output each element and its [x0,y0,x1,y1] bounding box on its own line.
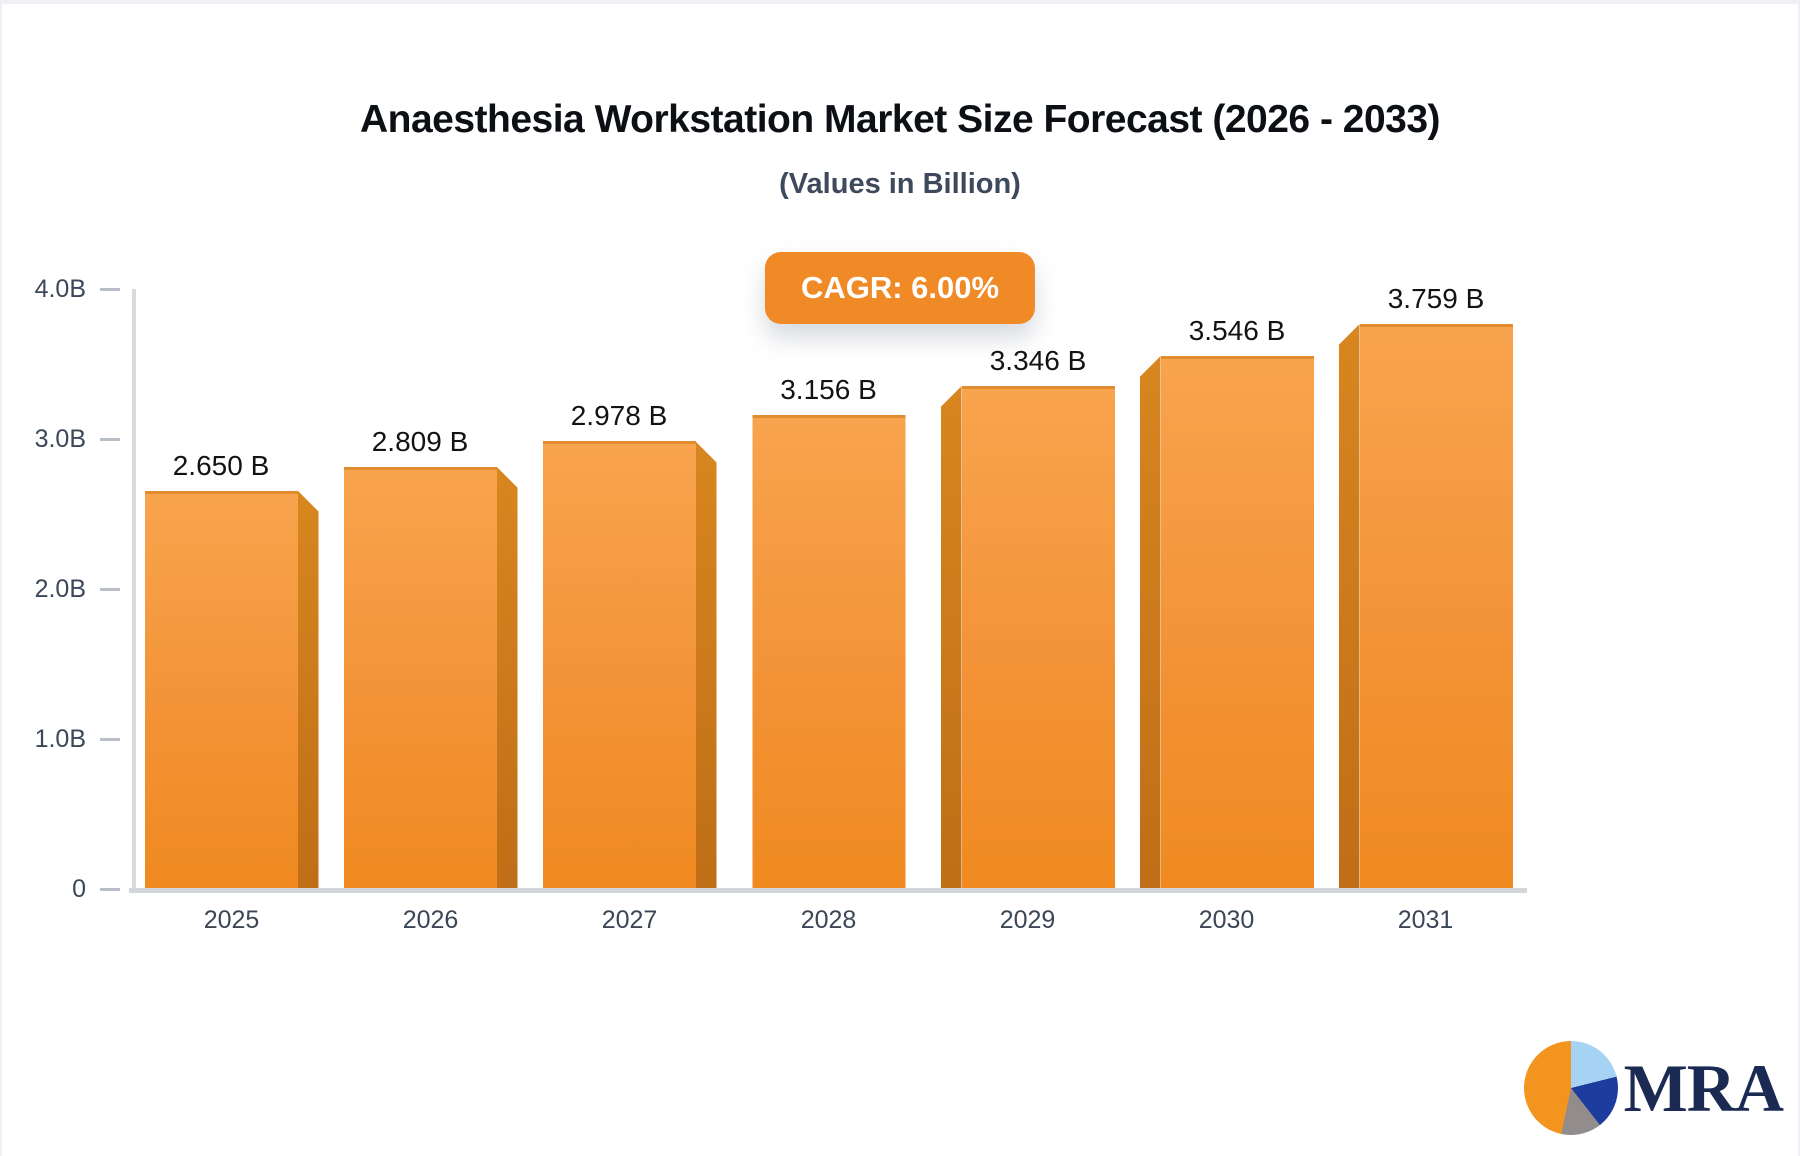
y-tick-row: 4.0B [2,274,132,304]
logo-text: MRA [1623,1050,1784,1126]
bar-2031: 3.759 B [1338,283,1513,888]
bar-column-2029: 3.346 B 2029 [928,289,1127,934]
bar-3d-side [1139,356,1161,888]
bar-3d-side [496,466,518,888]
y-tick-label: 1.0B [34,724,86,753]
bar-column-2031: 3.759 B 2031 [1326,283,1525,934]
x-axis-baseline [129,888,1527,893]
y-tick-label: 3.0B [34,424,86,453]
bar-face [1160,356,1314,888]
bar-2030: 3.546 B [1139,315,1314,888]
bar-3d-side [940,386,962,888]
x-axis-label: 2031 [1397,906,1454,934]
x-axis-label: 2026 [402,906,459,934]
bar-face [961,386,1115,888]
bar-3d-side [695,441,717,888]
y-tick-label: 4.0B [34,274,86,303]
y-tick-mark [100,587,120,591]
y-tick-row: 0 [2,874,132,904]
chart-title: Anaesthesia Workstation Market Size Fore… [359,98,1441,141]
bar-column-2025: 2.650 B 2025 [132,289,331,934]
y-axis: 4.0B 3.0B 2.0B 1.0B 0 [2,275,132,903]
bar-column-2028: 3.156 B 2028 [729,289,928,934]
bar-value-label: 3.759 B [1387,283,1485,315]
y-tick-row: 2.0B [2,574,132,604]
cagr-badge: CAGR: 6.00% [764,252,1036,324]
y-tick-row: 1.0B [2,724,132,754]
chart-subtitle: (Values in Billion) [779,168,1021,200]
bar-value-label: 2.809 B [371,425,469,457]
bar-value-label: 3.156 B [780,373,877,405]
x-axis-label: 2029 [999,906,1056,934]
y-tick-label: 2.0B [34,574,86,603]
y-tick-mark [100,887,120,891]
bar-face [144,490,298,888]
bar-3d-side [1338,324,1360,888]
mra-logo: MRA [1523,1041,1784,1135]
bar-face [752,414,905,888]
bar-value-label: 2.978 B [570,400,668,432]
y-axis-line [132,289,136,890]
chart-card: Anaesthesia Workstation Market Size Fore… [2,4,1798,1156]
y-tick-label: 0 [72,874,86,903]
bar-2028: 3.156 B [752,374,905,888]
x-axis-label: 2025 [203,906,260,934]
bar-value-label: 3.546 B [1188,315,1286,347]
bar-2027: 2.978 B [542,400,717,888]
x-axis-label: 2030 [1198,906,1255,934]
bar-3d-side [297,490,319,888]
bar-face [542,441,696,888]
bar-column-2026: 2.809 B 2026 [331,289,530,934]
y-tick-row: 3.0B [2,424,132,454]
bar-face [1359,324,1513,888]
bar-value-label: 3.346 B [989,345,1087,377]
x-axis-label: 2028 [800,906,857,934]
bar-2025: 2.650 B [144,450,319,888]
y-tick-mark [100,287,120,291]
x-axis-label: 2027 [601,906,658,934]
y-tick-mark [100,737,120,741]
bar-column-2030: 3.546 B 2030 [1127,289,1326,934]
bar-value-label: 2.650 B [172,449,270,481]
y-tick-mark [100,437,120,441]
bar-column-2027: 2.978 B 2027 [530,289,729,934]
pie-chart-logo-icon [1523,1041,1618,1135]
plot-area: 2.650 B 2025 2.809 B 2026 2.978 B 2027 3.156 B… [132,283,1525,934]
bar-face [343,466,497,888]
bar-2029: 3.346 B [940,345,1115,888]
bar-2026: 2.809 B [343,426,518,888]
